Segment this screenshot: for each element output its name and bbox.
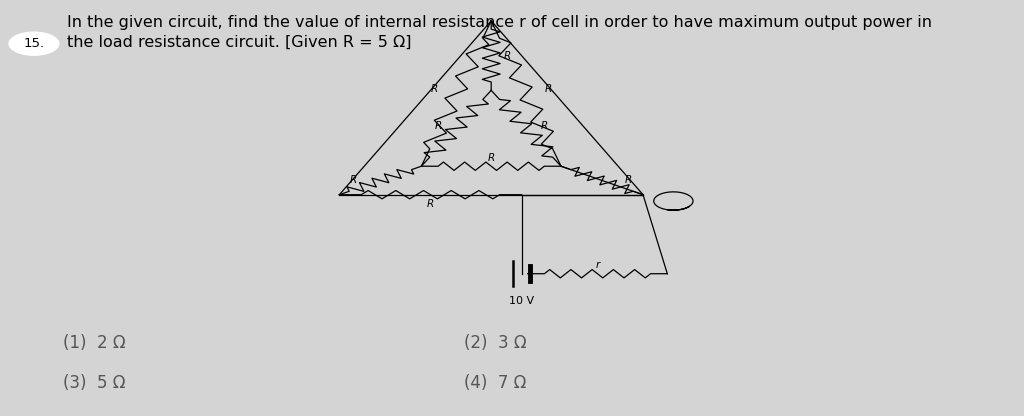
Text: R: R	[435, 121, 442, 131]
Text: 10 V: 10 V	[509, 296, 535, 306]
Text: R: R	[430, 84, 437, 94]
Text: R: R	[350, 176, 357, 186]
Text: R: R	[545, 84, 552, 94]
Text: R: R	[504, 51, 511, 61]
Text: R: R	[487, 153, 495, 163]
Text: (3)  5 Ω: (3) 5 Ω	[62, 374, 125, 392]
Text: (2)  3 Ω: (2) 3 Ω	[465, 334, 527, 352]
Text: R: R	[427, 199, 434, 209]
Text: 15.: 15.	[24, 37, 44, 50]
Text: In the given circuit, find the value of internal resistance r of cell in order t: In the given circuit, find the value of …	[67, 15, 932, 50]
Text: (1)  2 Ω: (1) 2 Ω	[62, 334, 125, 352]
Circle shape	[9, 32, 59, 55]
Text: R: R	[626, 176, 633, 186]
Text: (4)  7 Ω: (4) 7 Ω	[465, 374, 526, 392]
Text: R: R	[541, 121, 548, 131]
Text: r: r	[595, 260, 600, 270]
